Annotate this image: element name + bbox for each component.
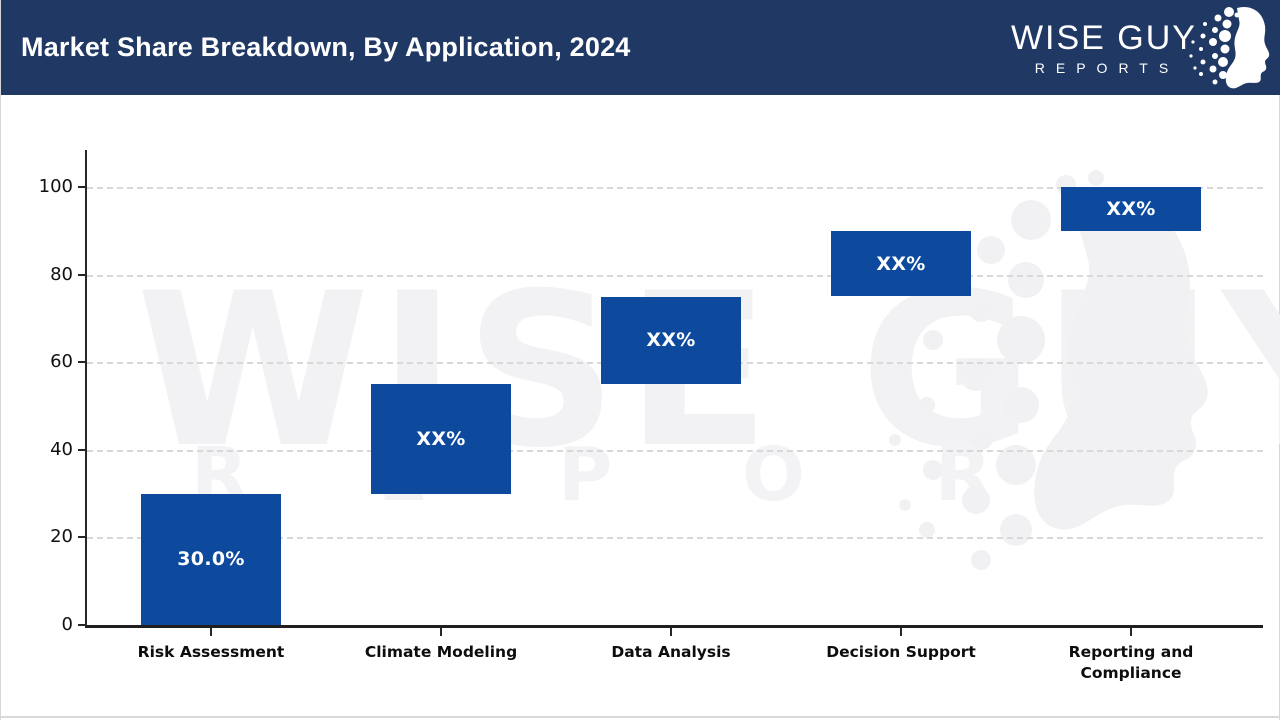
gridline [87,187,1263,189]
category-label: Data Analysis [611,643,731,661]
category-label: Risk Assessment [137,643,285,661]
bar-value-label: 30.0% [177,548,245,571]
gridline [87,537,1263,540]
y-axis-line [85,150,87,627]
bar-value-label: XX% [646,329,696,352]
gridline [87,449,1263,452]
bar-segment: XX% [1061,187,1201,231]
bar-value-label: XX% [1106,197,1156,220]
logo-subtitle: REPORTS [1034,60,1180,76]
x-tick-mark [670,628,672,636]
y-tick-mark [78,186,86,188]
bar-chart-plot-area: 0 20 40 60 80 100 Risk Assessment Climate Model… [1,95,1280,720]
logo-text: WISE GUY REPORTS [1011,19,1197,76]
bar-value-label: XX% [876,252,926,275]
y-tick-label: 80 [50,263,73,285]
x-tick-mark [210,628,212,636]
bottom-divider [1,716,1280,718]
y-tick-label: 100 [38,176,73,197]
bar-value-label: XX% [416,427,466,450]
y-tick-mark [78,536,86,539]
wise-guy-reports-logo: WISE GUY REPORTS [1011,0,1271,95]
bar-segment: XX% [831,230,971,297]
y-tick-label: 60 [50,351,73,373]
x-tick-mark [1130,628,1132,636]
bar-segment: XX% [371,384,511,494]
y-tick-mark [78,361,86,364]
x-tick-mark [900,628,902,636]
y-tick-label: 20 [50,526,73,548]
category-label: Climate Modeling [364,643,518,661]
watermark-head-icon [889,170,1208,570]
header-band: Market Share Breakdown, By Application, … [1,0,1280,95]
chart-title: Market Share Breakdown, By Application, … [21,32,631,62]
dotted-head-logo-icon [1189,6,1270,88]
y-tick-label: 40 [50,438,73,460]
y-tick-label: 0 [61,614,73,635]
bar-segment: 30.0% [141,493,281,625]
logo-wordmark: WISE GUY [1010,19,1197,57]
category-label: Reporting and Compliance [1068,643,1194,682]
gridline [87,274,1263,277]
y-tick-mark [78,624,86,626]
y-tick-mark [78,448,86,451]
x-axis-line [85,625,1263,628]
y-tick-mark [78,273,86,276]
category-label: Decision Support [826,643,976,661]
x-tick-mark [440,628,442,636]
bar-segment: XX% [601,296,741,385]
